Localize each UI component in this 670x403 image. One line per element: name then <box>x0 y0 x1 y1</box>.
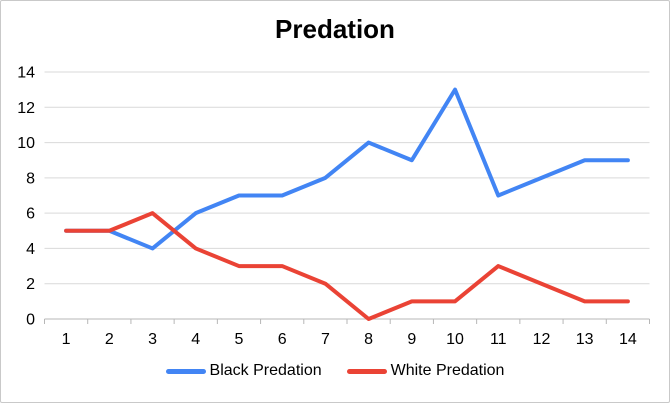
legend-swatch-blue-line <box>165 368 206 374</box>
x-tick-label: 4 <box>191 331 200 348</box>
y-tick-label: 10 <box>17 135 35 152</box>
y-tick-label: 8 <box>26 170 35 187</box>
chart-title: Predation <box>275 14 395 44</box>
x-tick-label: 12 <box>533 331 551 348</box>
x-tick-label: 3 <box>148 331 157 348</box>
legend-item-white-predation: White Predation <box>346 362 505 380</box>
legend-swatch-red-line <box>346 368 387 374</box>
x-tick-label: 6 <box>278 331 287 348</box>
y-tick-label: 12 <box>17 100 35 117</box>
x-tick-label: 7 <box>321 331 330 348</box>
x-tick-label: 8 <box>364 331 373 348</box>
x-tick-label: 1 <box>62 331 71 348</box>
x-tick-label: 13 <box>576 331 594 348</box>
y-tick-label: 14 <box>17 65 35 82</box>
legend-label: White Predation <box>390 362 505 379</box>
x-tick-label: 11 <box>490 331 507 348</box>
legend: Black Predation White Predation <box>1 362 669 380</box>
x-tick-label: 10 <box>446 331 464 348</box>
y-tick-label: 4 <box>26 241 35 258</box>
x-tick-label: 5 <box>235 331 244 348</box>
y-tick-label: 2 <box>26 276 35 293</box>
y-tick-label: 0 <box>26 312 35 329</box>
x-tick-label: 2 <box>105 331 114 348</box>
legend-item-black-predation: Black Predation <box>165 362 322 380</box>
legend-label: Black Predation <box>209 362 322 379</box>
x-tick-label: 14 <box>619 331 637 348</box>
series-line-white-predation <box>64 211 630 321</box>
series-line-black-predation <box>64 87 630 251</box>
y-tick-label: 6 <box>26 206 35 223</box>
x-tick-label: 9 <box>407 331 416 348</box>
